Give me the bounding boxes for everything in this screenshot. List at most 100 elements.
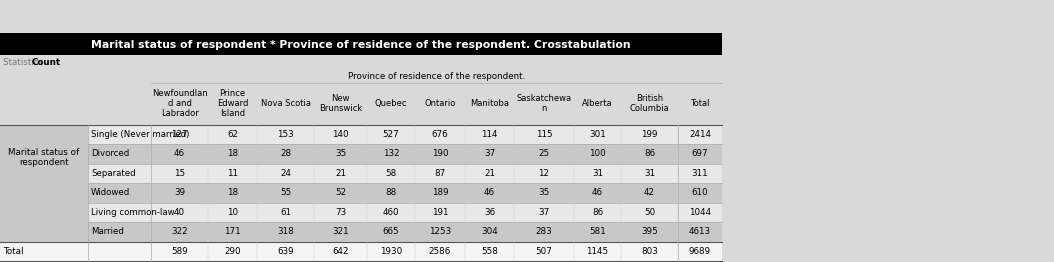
Text: 37: 37	[484, 149, 495, 158]
Text: 642: 642	[332, 247, 349, 256]
Text: 62: 62	[227, 130, 238, 139]
Text: 18: 18	[227, 188, 238, 197]
Text: 153: 153	[277, 130, 294, 139]
Text: 55: 55	[280, 188, 291, 197]
Bar	[151, 242, 208, 261]
Bar	[314, 163, 367, 183]
Bar	[367, 144, 415, 163]
Text: 86: 86	[644, 149, 656, 158]
Bar	[574, 124, 621, 144]
Text: Single (Never married): Single (Never married)	[91, 130, 190, 139]
Text: 395: 395	[641, 227, 658, 236]
Bar	[514, 163, 574, 183]
Text: 304: 304	[481, 227, 497, 236]
Bar	[514, 124, 574, 144]
Bar	[574, 222, 621, 242]
Bar	[257, 183, 314, 203]
Bar	[574, 242, 621, 261]
Bar	[574, 83, 621, 124]
Text: 460: 460	[383, 208, 399, 217]
Bar	[678, 124, 722, 144]
Bar	[415, 203, 465, 222]
Bar	[678, 83, 722, 124]
Text: New
Brunswick: New Brunswick	[319, 94, 363, 113]
Text: 31: 31	[592, 169, 603, 178]
Text: 61: 61	[280, 208, 291, 217]
Bar	[87, 124, 151, 144]
Text: 46: 46	[484, 188, 495, 197]
Text: 199: 199	[641, 130, 658, 139]
Text: 15: 15	[174, 169, 186, 178]
Bar	[151, 163, 208, 183]
Text: 35: 35	[335, 149, 346, 158]
Bar	[208, 242, 257, 261]
Text: 140: 140	[332, 130, 349, 139]
Text: Statistics: Statistics	[3, 58, 46, 67]
Text: 322: 322	[171, 227, 188, 236]
Bar	[415, 242, 465, 261]
Text: 283: 283	[535, 227, 552, 236]
Text: 21: 21	[335, 169, 346, 178]
Text: 36: 36	[484, 208, 495, 217]
Bar	[0, 56, 722, 69]
Text: Manitoba: Manitoba	[470, 99, 509, 108]
Text: 73: 73	[335, 208, 346, 217]
Text: 9689: 9689	[689, 247, 711, 256]
Text: Ontario: Ontario	[425, 99, 455, 108]
Text: Marital status of respondent * Province of residence of the respondent. Crosstab: Marital status of respondent * Province …	[92, 40, 630, 50]
Text: Marital status of
respondent: Marital status of respondent	[8, 148, 79, 167]
Bar	[415, 222, 465, 242]
Bar	[465, 83, 514, 124]
Bar	[415, 144, 465, 163]
Bar	[621, 222, 678, 242]
Bar	[678, 203, 722, 222]
Text: 1044: 1044	[689, 208, 711, 217]
Text: 50: 50	[644, 208, 656, 217]
Text: Saskatchewa
n: Saskatchewa n	[516, 94, 571, 113]
Text: 558: 558	[481, 247, 497, 256]
Bar	[314, 203, 367, 222]
Bar	[151, 124, 208, 144]
Bar	[208, 83, 257, 124]
Bar	[87, 144, 151, 163]
Text: 189: 189	[432, 188, 448, 197]
Text: 581: 581	[589, 227, 606, 236]
Text: 24: 24	[280, 169, 291, 178]
Bar	[0, 34, 722, 56]
Bar	[208, 222, 257, 242]
Text: 100: 100	[589, 149, 606, 158]
Bar	[208, 124, 257, 144]
Text: 1930: 1930	[379, 247, 403, 256]
Bar	[257, 242, 314, 261]
Text: 639: 639	[277, 247, 294, 256]
Bar	[0, 69, 722, 83]
Bar	[621, 183, 678, 203]
Bar	[208, 163, 257, 183]
Text: 11: 11	[227, 169, 238, 178]
Bar	[367, 242, 415, 261]
Text: 311: 311	[691, 169, 708, 178]
Text: 58: 58	[386, 169, 396, 178]
Text: 290: 290	[225, 247, 240, 256]
Text: 88: 88	[386, 188, 396, 197]
Text: Married: Married	[91, 227, 124, 236]
Bar	[367, 163, 415, 183]
Text: Total: Total	[3, 247, 23, 256]
Bar	[87, 203, 151, 222]
Text: 12: 12	[539, 169, 549, 178]
Bar	[678, 144, 722, 163]
Text: 132: 132	[383, 149, 399, 158]
Bar	[314, 183, 367, 203]
Text: Province of residence of the respondent.: Province of residence of the respondent.	[348, 72, 525, 80]
Text: Prince
Edward
Island: Prince Edward Island	[217, 89, 248, 118]
Text: 127: 127	[171, 130, 188, 139]
Text: 589: 589	[171, 247, 188, 256]
Text: Nova Scotia: Nova Scotia	[260, 99, 311, 108]
Text: Quebec: Quebec	[375, 99, 407, 108]
Text: 37: 37	[539, 208, 549, 217]
Text: 86: 86	[592, 208, 603, 217]
Text: British
Columbia: British Columbia	[629, 94, 669, 113]
Text: 610: 610	[691, 188, 708, 197]
Bar	[465, 183, 514, 203]
Bar	[367, 124, 415, 144]
